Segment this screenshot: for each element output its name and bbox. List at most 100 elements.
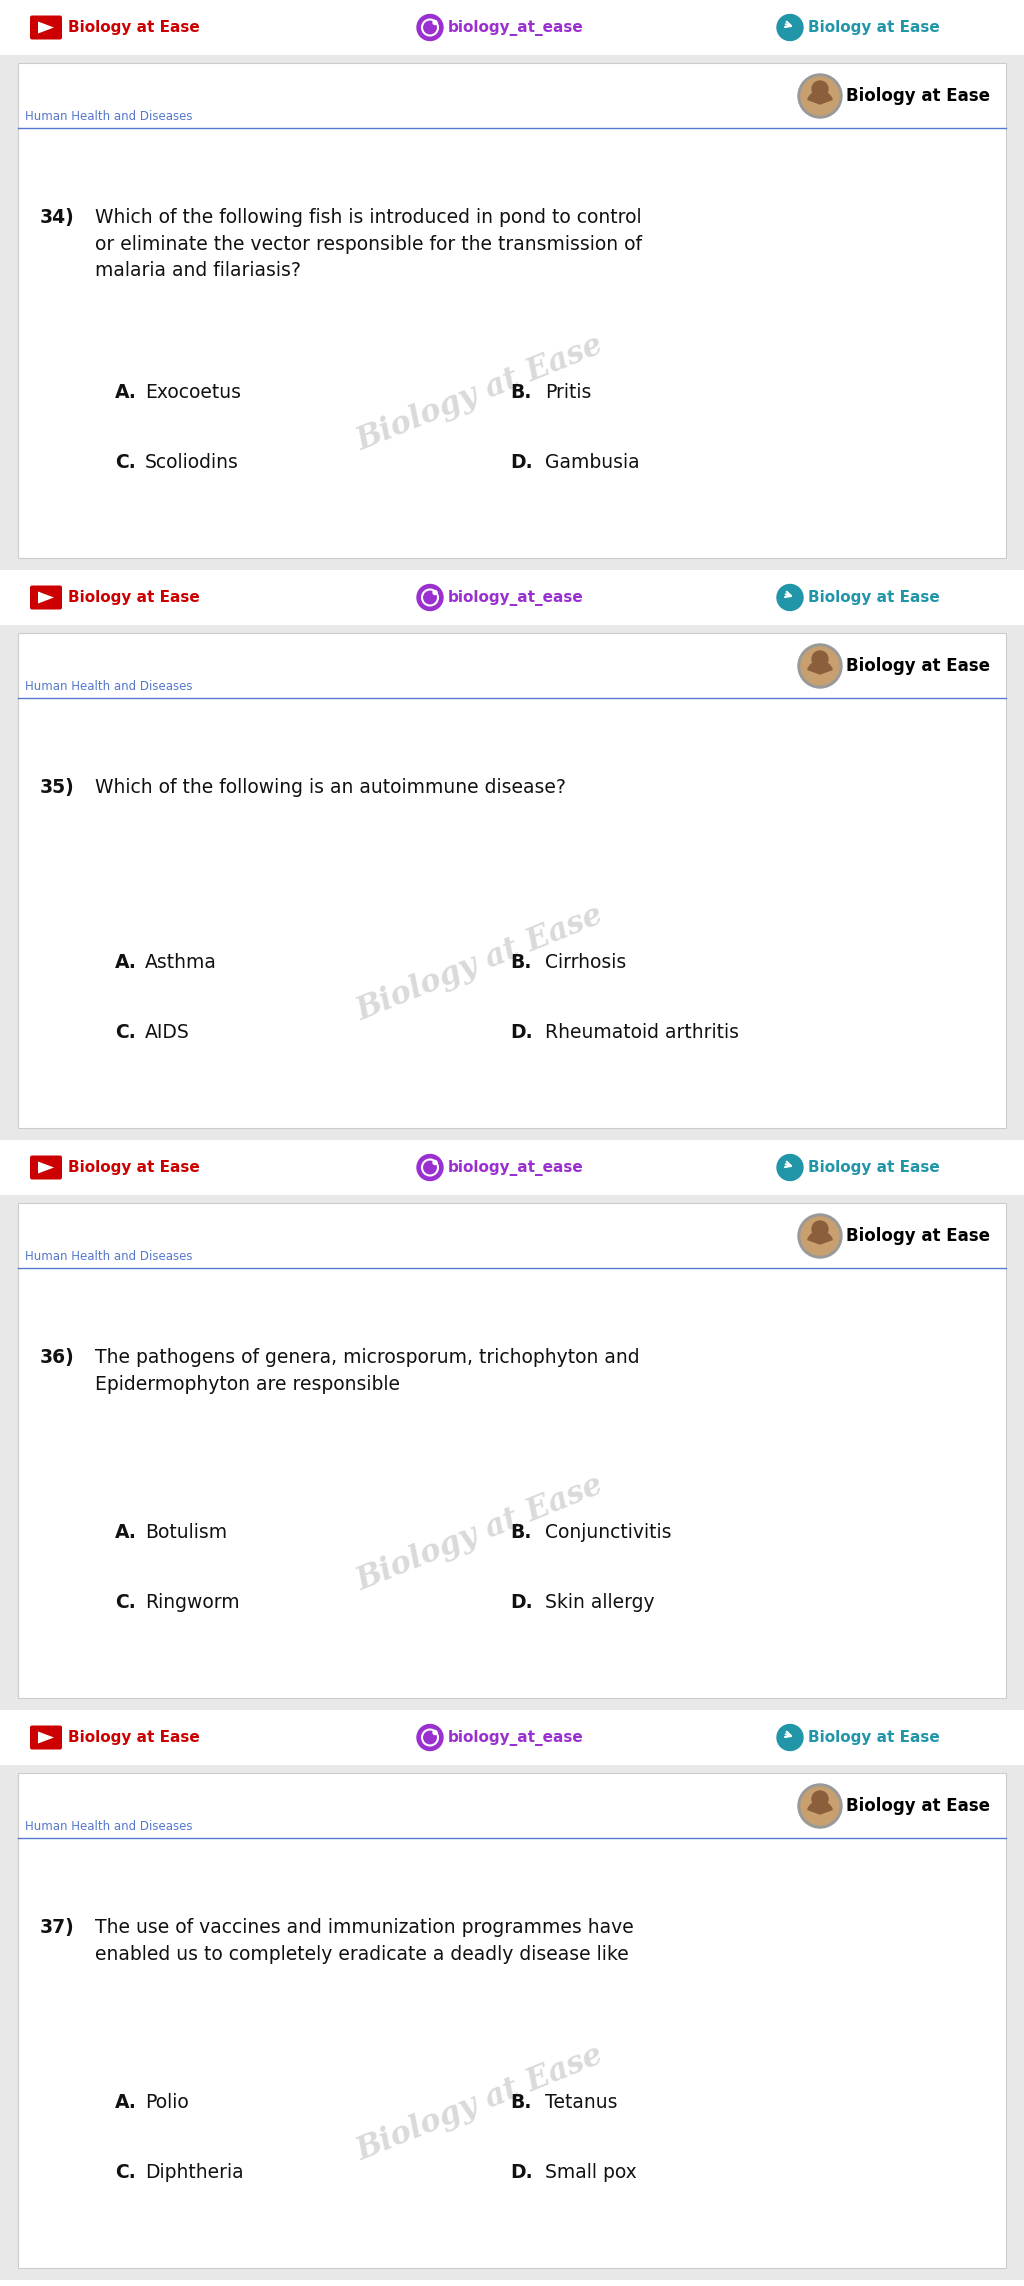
Text: biology_at_ease: biology_at_ease — [449, 590, 584, 606]
Text: Skin allergy: Skin allergy — [545, 1593, 654, 1612]
Text: D.: D. — [510, 2163, 532, 2183]
Text: Rheumatoid arthritis: Rheumatoid arthritis — [545, 1024, 739, 1042]
Text: Human Health and Diseases: Human Health and Diseases — [25, 679, 193, 693]
Circle shape — [777, 1154, 803, 1180]
Circle shape — [798, 645, 842, 688]
Text: Biology at Ease: Biology at Ease — [352, 898, 608, 1026]
Text: Biology at Ease: Biology at Ease — [808, 21, 940, 34]
Wedge shape — [808, 1230, 833, 1244]
Circle shape — [417, 1724, 443, 1751]
Text: The use of vaccines and immunization programmes have
enabled us to completely er: The use of vaccines and immunization pro… — [95, 1918, 634, 1964]
Text: Biology at Ease: Biology at Ease — [352, 1470, 608, 1596]
Text: B.: B. — [510, 2094, 531, 2112]
FancyBboxPatch shape — [0, 1196, 1024, 1202]
Text: The pathogens of genera, microsporum, trichophyton and
Epidermophyton are respon: The pathogens of genera, microsporum, tr… — [95, 1349, 640, 1394]
Circle shape — [812, 80, 828, 96]
FancyBboxPatch shape — [30, 1726, 62, 1749]
Circle shape — [801, 1216, 839, 1255]
Text: biology_at_ease: biology_at_ease — [449, 1159, 584, 1175]
Text: biology_at_ease: biology_at_ease — [449, 1731, 584, 1747]
Circle shape — [777, 585, 803, 610]
Text: Biology at Ease: Biology at Ease — [846, 87, 990, 105]
Text: AIDS: AIDS — [145, 1024, 189, 1042]
FancyBboxPatch shape — [0, 55, 1024, 64]
Circle shape — [433, 1161, 437, 1164]
FancyBboxPatch shape — [0, 1765, 1024, 1774]
Text: B.: B. — [510, 384, 531, 402]
Text: Asthma: Asthma — [145, 953, 217, 972]
FancyBboxPatch shape — [18, 64, 1006, 558]
Text: Biology at Ease: Biology at Ease — [68, 1731, 200, 1744]
Text: Biology at Ease: Biology at Ease — [68, 590, 200, 606]
Text: Biology at Ease: Biology at Ease — [846, 656, 990, 674]
FancyBboxPatch shape — [30, 1154, 62, 1180]
Text: Which of the following is an autoimmune disease?: Which of the following is an autoimmune … — [95, 777, 566, 798]
Circle shape — [417, 585, 443, 610]
Text: 37): 37) — [40, 1918, 75, 1936]
Text: D.: D. — [510, 1024, 532, 1042]
Wedge shape — [808, 91, 833, 103]
FancyBboxPatch shape — [18, 1202, 1006, 1698]
Circle shape — [801, 1788, 839, 1824]
Text: B.: B. — [510, 1522, 531, 1543]
Text: Biology at Ease: Biology at Ease — [846, 1797, 990, 1815]
Text: Biology at Ease: Biology at Ease — [808, 1159, 940, 1175]
Text: A.: A. — [115, 1522, 137, 1543]
Text: C.: C. — [115, 1593, 136, 1612]
Circle shape — [777, 14, 803, 41]
Wedge shape — [808, 1801, 833, 1815]
Text: Biology at Ease: Biology at Ease — [352, 2039, 608, 2167]
Text: C.: C. — [115, 1024, 136, 1042]
Text: A.: A. — [115, 953, 137, 972]
FancyBboxPatch shape — [18, 633, 1006, 1127]
Text: biology_at_ease: biology_at_ease — [449, 21, 584, 37]
Text: Human Health and Diseases: Human Health and Diseases — [25, 110, 193, 123]
Text: Small pox: Small pox — [545, 2163, 637, 2183]
Text: Which of the following fish is introduced in pond to control
or eliminate the ve: Which of the following fish is introduce… — [95, 208, 642, 279]
Text: Scoliodins: Scoliodins — [145, 453, 239, 473]
Circle shape — [433, 21, 437, 25]
Text: A.: A. — [115, 384, 137, 402]
Circle shape — [777, 1724, 803, 1751]
Circle shape — [812, 1790, 828, 1806]
FancyBboxPatch shape — [0, 1141, 1024, 1196]
Polygon shape — [38, 21, 54, 34]
FancyBboxPatch shape — [30, 16, 62, 39]
Text: Biology at Ease: Biology at Ease — [68, 1159, 200, 1175]
Text: 36): 36) — [40, 1349, 75, 1367]
Circle shape — [798, 73, 842, 119]
Circle shape — [812, 652, 828, 668]
Circle shape — [798, 1214, 842, 1257]
Circle shape — [433, 590, 437, 594]
Text: Ringworm: Ringworm — [145, 1593, 240, 1612]
Text: Pritis: Pritis — [545, 384, 592, 402]
Text: 35): 35) — [40, 777, 75, 798]
Polygon shape — [38, 1161, 54, 1173]
Text: Biology at Ease: Biology at Ease — [808, 590, 940, 606]
Text: 34): 34) — [40, 208, 75, 226]
Text: A.: A. — [115, 2094, 137, 2112]
Text: D.: D. — [510, 1593, 532, 1612]
FancyBboxPatch shape — [0, 1710, 1024, 1765]
Text: B.: B. — [510, 953, 531, 972]
Circle shape — [417, 14, 443, 41]
Circle shape — [433, 1731, 437, 1735]
Text: Botulism: Botulism — [145, 1522, 227, 1543]
Text: Polio: Polio — [145, 2094, 188, 2112]
Text: Conjunctivitis: Conjunctivitis — [545, 1522, 672, 1543]
Text: Biology at Ease: Biology at Ease — [68, 21, 200, 34]
FancyBboxPatch shape — [30, 585, 62, 610]
Text: Cirrhosis: Cirrhosis — [545, 953, 627, 972]
Text: Human Health and Diseases: Human Health and Diseases — [25, 1820, 193, 1833]
Circle shape — [417, 1154, 443, 1180]
Text: Human Health and Diseases: Human Health and Diseases — [25, 1250, 193, 1262]
Wedge shape — [808, 661, 833, 674]
Circle shape — [801, 647, 839, 686]
Text: Biology at Ease: Biology at Ease — [846, 1228, 990, 1246]
Text: Diphtheria: Diphtheria — [145, 2163, 244, 2183]
Polygon shape — [38, 592, 54, 604]
Text: Biology at Ease: Biology at Ease — [352, 329, 608, 457]
Text: D.: D. — [510, 453, 532, 473]
Polygon shape — [38, 1731, 54, 1744]
FancyBboxPatch shape — [0, 569, 1024, 624]
